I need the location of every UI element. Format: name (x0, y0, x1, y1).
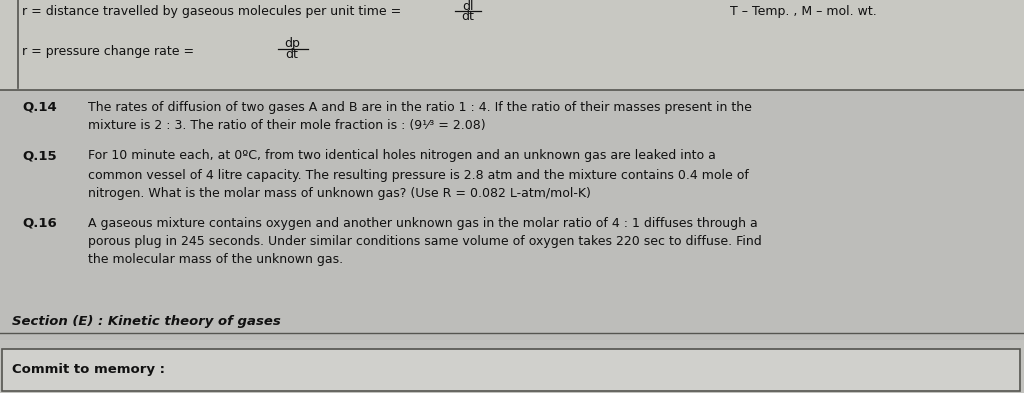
Bar (0, 0, 1024, 90)
Text: Q.14: Q.14 (22, 101, 56, 114)
Text: Section (E) : Kinetic theory of gases: Section (E) : Kinetic theory of gases (12, 314, 281, 327)
Text: porous plug in 245 seconds. Under similar conditions same volume of oxygen takes: porous plug in 245 seconds. Under simila… (88, 235, 762, 248)
Text: the molecular mass of the unknown gas.: the molecular mass of the unknown gas. (88, 252, 343, 266)
Text: r = pressure change rate =: r = pressure change rate = (22, 44, 195, 57)
Bar (2, 349, 1020, 391)
Text: A gaseous mixture contains oxygen and another unknown gas in the molar ratio of : A gaseous mixture contains oxygen and an… (88, 217, 758, 230)
Text: dl: dl (462, 0, 474, 13)
Text: dp: dp (284, 37, 300, 50)
Text: dt: dt (462, 11, 474, 24)
Text: mixture is 2 : 3. The ratio of their mole fraction is : (9¹⁄³ = 2.08): mixture is 2 : 3. The ratio of their mol… (88, 119, 485, 132)
Bar (0, 340, 1024, 393)
Text: T – Temp. , M – mol. wt.: T – Temp. , M – mol. wt. (730, 6, 877, 18)
Text: nitrogen. What is the molar mass of unknown gas? (Use R = 0.082 L-atm/mol-K): nitrogen. What is the molar mass of unkn… (88, 187, 591, 200)
Text: The rates of diffusion of two gases A and B are in the ratio 1 : 4. If the ratio: The rates of diffusion of two gases A an… (88, 101, 752, 114)
Text: common vessel of 4 litre capacity. The resulting pressure is 2.8 atm and the mix: common vessel of 4 litre capacity. The r… (88, 169, 749, 182)
Text: dt: dt (286, 48, 298, 61)
Text: Q.15: Q.15 (22, 149, 56, 162)
Bar (0, 90, 1024, 340)
Text: For 10 minute each, at 0ºC, from two identical holes nitrogen and an unknown gas: For 10 minute each, at 0ºC, from two ide… (88, 149, 716, 162)
Text: Commit to memory :: Commit to memory : (12, 364, 165, 376)
Text: Q.16: Q.16 (22, 217, 56, 230)
Text: r = distance travelled by gaseous molecules per unit time =: r = distance travelled by gaseous molecu… (22, 6, 401, 18)
